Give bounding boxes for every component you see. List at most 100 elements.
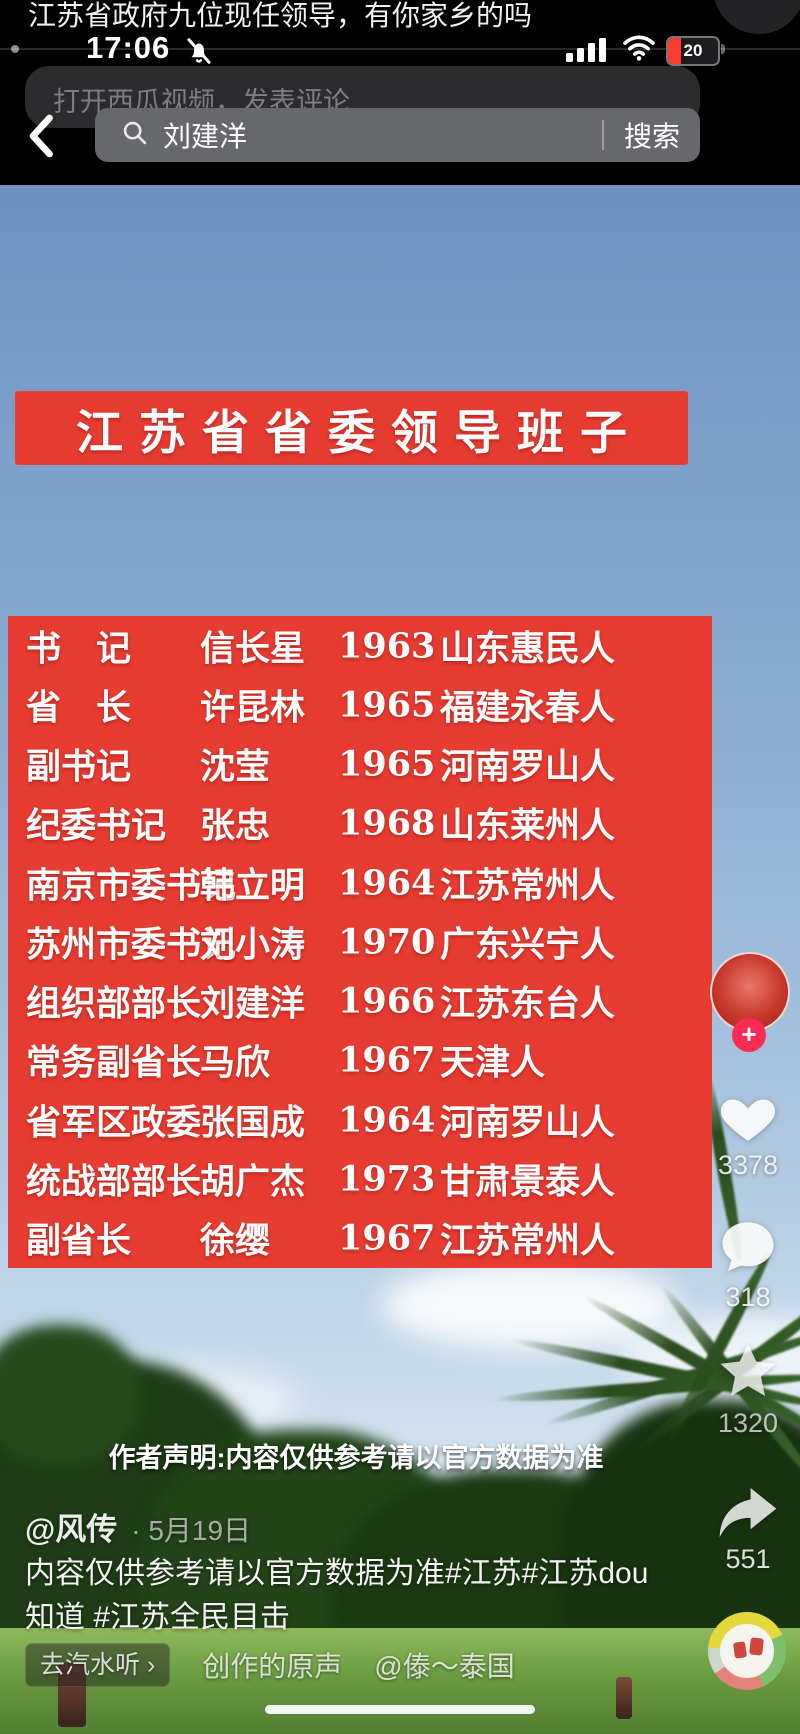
- table-row: 南京市委书记 韩立明 1964 江苏常州人: [8, 853, 712, 912]
- favorite-star-icon[interactable]: [717, 1340, 779, 1405]
- banner-title: 江苏省省委领导班子: [76, 405, 643, 459]
- music-disc-art: [720, 1624, 774, 1678]
- author-disclaimer: 作者声明:内容仅供参考请以官方数据为准: [108, 1443, 604, 1473]
- status-time: 17:06: [86, 30, 171, 65]
- share-count[interactable]: 551: [725, 1544, 771, 1574]
- table-row: 组织部部长 刘建洋 1966 江苏东台人: [8, 972, 712, 1031]
- battery-fill: [668, 38, 681, 64]
- row-name: 马欣: [200, 1042, 271, 1084]
- soda-music-button[interactable]: 去汽水听 ›: [25, 1643, 171, 1687]
- muted-bell-icon: [184, 36, 214, 71]
- row-year: 1967: [338, 1217, 436, 1259]
- video-caption[interactable]: 内容仅供参考请以官方数据为准#江苏#江苏dou 知道 #江苏全民目击: [25, 1552, 665, 1640]
- row-name: 张忠: [200, 805, 271, 847]
- table-row: 副书记 沈莹 1965 河南罗山人: [8, 735, 712, 794]
- row-title: 副书记: [26, 746, 132, 788]
- home-indicator: [265, 1705, 535, 1714]
- row-name: 许昆林: [200, 687, 306, 729]
- table-row: 书 记 信长星 1963 山东惠民人: [8, 616, 712, 675]
- row-title: 组织部部长: [26, 983, 202, 1025]
- row-title: 常务副省长: [26, 1042, 202, 1084]
- author-row: @风传 · 5月19日: [25, 1504, 251, 1549]
- author-handle[interactable]: @风传: [25, 1512, 118, 1547]
- sound-title[interactable]: 创作的原声: [202, 1651, 343, 1682]
- comment-bubble-icon[interactable]: [717, 1216, 779, 1281]
- row-year: 1963: [338, 625, 436, 667]
- like-heart-icon[interactable]: [717, 1086, 779, 1149]
- top-chrome: 江苏省政府九位现任领导，有你家乡的吗 17:06 20: [0, 0, 800, 185]
- row-year: 1967: [338, 1039, 436, 1081]
- row-hometown: 江苏东台人: [440, 983, 616, 1025]
- sound-author[interactable]: @傣～泰国: [374, 1651, 515, 1682]
- row-hometown: 福建永春人: [440, 687, 616, 729]
- back-button[interactable]: [24, 112, 64, 160]
- row-name: 胡广杰: [200, 1161, 306, 1203]
- progress-line[interactable]: [0, 48, 800, 50]
- row-name: 徐缨: [200, 1220, 271, 1262]
- row-hometown: 广东兴宁人: [440, 924, 616, 966]
- row-name: 韩立明: [200, 865, 306, 907]
- table-row: 常务副省长 马欣 1967 天津人: [8, 1031, 712, 1090]
- wooden-post: [58, 1663, 86, 1727]
- share-arrow-icon[interactable]: [717, 1486, 779, 1545]
- row-hometown: 江苏常州人: [440, 1220, 616, 1262]
- favorite-count[interactable]: 1320: [717, 1408, 779, 1438]
- row-hometown: 河南罗山人: [440, 746, 616, 788]
- wooden-post: [616, 1677, 632, 1719]
- tree: [0, 1325, 140, 1465]
- banner-title-bar: 江苏省省委领导班子: [15, 391, 688, 465]
- row-year: 1966: [338, 980, 436, 1022]
- table-row: 纪委书记 张忠 1968 山东莱州人: [8, 794, 712, 853]
- cloud: [380, 1260, 680, 1350]
- row-year: 1965: [338, 743, 436, 785]
- wifi-icon: [622, 34, 656, 67]
- table-row: 副省长 徐缨 1967 江苏常州人: [8, 1209, 712, 1268]
- row-hometown: 山东莱州人: [440, 805, 616, 847]
- row-name: 刘小涛: [200, 924, 306, 966]
- row-year: 1964: [338, 862, 436, 904]
- row-name: 张国成: [200, 1102, 306, 1144]
- row-title: 统战部部长: [26, 1161, 202, 1203]
- row-year: 1968: [338, 802, 436, 844]
- page-title: 江苏省政府九位现任领导，有你家乡的吗: [28, 0, 533, 31]
- row-hometown: 江苏常州人: [440, 865, 616, 907]
- battery-cap: [721, 44, 725, 54]
- publish-date: · 5月19日: [131, 1515, 252, 1546]
- search-bar[interactable]: 刘建洋 搜索: [95, 108, 700, 162]
- row-title: 副省长: [26, 1220, 132, 1262]
- row-title: 纪委书记: [26, 805, 167, 847]
- row-year: 1973: [338, 1158, 436, 1200]
- row-title: 苏州市委书记: [26, 924, 237, 966]
- row-year: 1965: [338, 684, 436, 726]
- table-row: 省军区政委 张国成 1964 河南罗山人: [8, 1090, 712, 1149]
- progress-dot[interactable]: [11, 45, 19, 53]
- battery-percent: 20: [683, 41, 703, 60]
- row-hometown: 天津人: [440, 1042, 546, 1084]
- search-icon: [121, 119, 149, 152]
- caption-line: 知道 #江苏全民目击: [25, 1601, 291, 1634]
- row-title: 省 长: [26, 687, 132, 729]
- row-title: 书 记: [26, 628, 132, 670]
- row-hometown: 山东惠民人: [440, 628, 616, 670]
- camera-cutout: [713, 0, 800, 34]
- caption-line: 内容仅供参考请以官方数据为准#江苏#江苏dou: [25, 1557, 649, 1590]
- comment-count[interactable]: 318: [725, 1282, 771, 1312]
- search-submit-button[interactable]: 搜索: [623, 121, 680, 152]
- row-year: 1970: [338, 921, 436, 963]
- row-title: 省军区政委: [26, 1102, 202, 1144]
- table-row: 苏州市委书记 刘小涛 1970 广东兴宁人: [8, 912, 712, 971]
- like-count[interactable]: 3378: [717, 1150, 779, 1180]
- search-input[interactable]: 刘建洋: [163, 121, 248, 152]
- follow-button[interactable]: +: [732, 1018, 766, 1052]
- music-disc[interactable]: [708, 1612, 786, 1690]
- leadership-table: 书 记 信长星 1963 山东惠民人 省 长 许昆林 1965 福建永春人 副书…: [8, 616, 712, 1268]
- table-row: 省 长 许昆林 1965 福建永春人: [8, 675, 712, 734]
- battery-icon: 20: [666, 36, 720, 66]
- table-row: 统战部部长 胡广杰 1973 甘肃景泰人: [8, 1149, 712, 1208]
- sound-row: 去汽水听 › 创作的原声 @傣～泰国: [25, 1642, 515, 1688]
- row-hometown: 河南罗山人: [440, 1102, 616, 1144]
- row-title: 南京市委书记: [26, 865, 237, 907]
- search-divider: [602, 120, 604, 150]
- row-year: 1964: [338, 1099, 436, 1141]
